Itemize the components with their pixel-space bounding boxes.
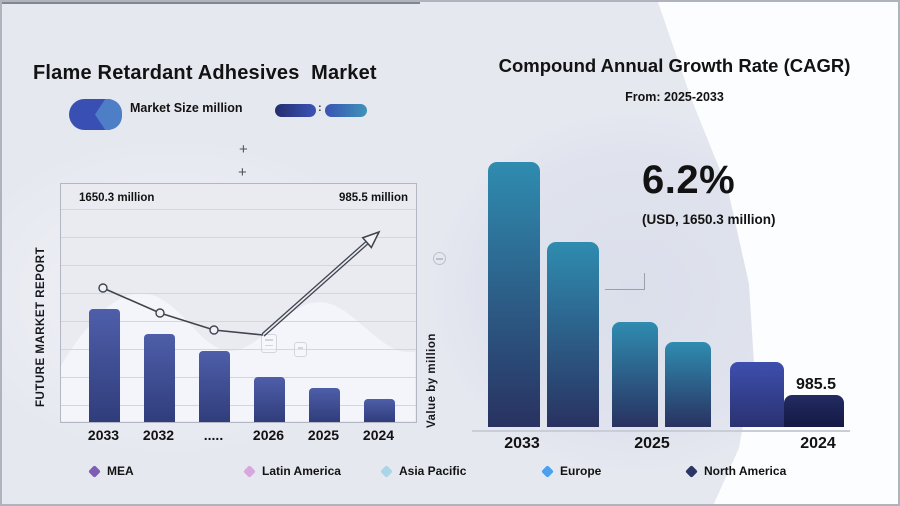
left-bar-slot xyxy=(297,388,352,422)
left-bar-slot xyxy=(242,377,297,422)
legend-item: Europe xyxy=(541,464,602,478)
ratio-pill-right xyxy=(325,104,367,117)
left-x-label: 2032 xyxy=(142,427,175,443)
left-xlabels: 2033 2032..... 2026 2025 2024 xyxy=(60,427,417,443)
top-border-accent xyxy=(2,2,420,4)
right-x-label: 2024 xyxy=(800,435,836,452)
left-bar-slot xyxy=(187,351,242,422)
left-x-label: 2024 xyxy=(362,427,395,443)
left-bar-slot xyxy=(352,399,407,422)
cagr-value: 6.2% xyxy=(642,158,736,202)
step-line-decoration xyxy=(605,273,645,290)
plus-icon: + xyxy=(239,141,248,158)
market-size-bar xyxy=(144,334,175,422)
value-callout: 985.5 xyxy=(795,376,837,393)
left-x-label: 2025 xyxy=(307,427,340,443)
legend-label: Asia Pacific xyxy=(399,464,467,478)
right-bar-group xyxy=(612,322,711,427)
cagr-subtitle: From: 2025-2033 xyxy=(625,90,724,104)
cagr-bar xyxy=(612,322,658,427)
legend-item: MEA xyxy=(88,464,134,478)
cagr-bar xyxy=(730,362,784,427)
left-x-label: ..... xyxy=(203,427,224,443)
legend-item: Latin America xyxy=(243,464,341,478)
ratio-pill-left xyxy=(275,104,316,117)
right-x-label: 2033 xyxy=(504,435,540,452)
legend-diamond-icon xyxy=(88,464,101,478)
end-value-label: 985.5 million xyxy=(338,192,408,204)
legend-item: Asia Pacific xyxy=(380,464,467,478)
legend-diamond-icon xyxy=(380,464,393,478)
right-axis-line xyxy=(472,430,850,432)
legend-diamond-icon xyxy=(685,464,698,478)
cagr-bar xyxy=(547,242,599,427)
market-size-bar xyxy=(364,399,395,422)
legend-diamond-icon xyxy=(243,464,256,478)
ghost-circle-icon xyxy=(433,252,446,265)
legend-diamond-icon xyxy=(541,464,554,478)
brand-logo-icon xyxy=(69,99,122,130)
cagr-title: Compound Annual Growth Rate (CAGR) xyxy=(498,55,851,76)
legend-label: North America xyxy=(704,464,787,478)
page-title: Flame Retardant Adhesives Market xyxy=(33,62,377,84)
market-size-bar xyxy=(254,377,285,422)
cagr-bar xyxy=(665,342,711,427)
left-x-label: 2033 xyxy=(87,427,120,443)
legend-item: North America xyxy=(685,464,787,478)
right-bar-group xyxy=(730,362,844,427)
left-bar-slot xyxy=(132,334,187,422)
cagr-bar xyxy=(488,162,540,427)
ghost-document-icon xyxy=(294,342,307,357)
legend-label: MEA xyxy=(107,464,134,478)
left-chart-panel: 1650.3 million 985.5 million xyxy=(60,183,417,423)
ratio-separator: : xyxy=(318,102,322,114)
cagr-detail: (USD, 1650.3 million) xyxy=(642,212,776,227)
market-size-bar xyxy=(309,388,340,422)
market-size-bar xyxy=(199,351,230,422)
start-value-label: 1650.3 million xyxy=(79,192,155,204)
legend: MEA Latin America Asia Pacific Europe North … xyxy=(2,464,898,492)
legend-label: Latin America xyxy=(262,464,341,478)
plus-icon: + xyxy=(238,164,247,181)
right-x-label: 2025 xyxy=(634,435,670,452)
market-size-label: Market Size million xyxy=(130,101,243,115)
cagr-bar xyxy=(784,395,844,427)
left-x-label: 2026 xyxy=(252,427,285,443)
legend-label: Europe xyxy=(560,464,602,478)
right-bar-group xyxy=(488,162,599,427)
